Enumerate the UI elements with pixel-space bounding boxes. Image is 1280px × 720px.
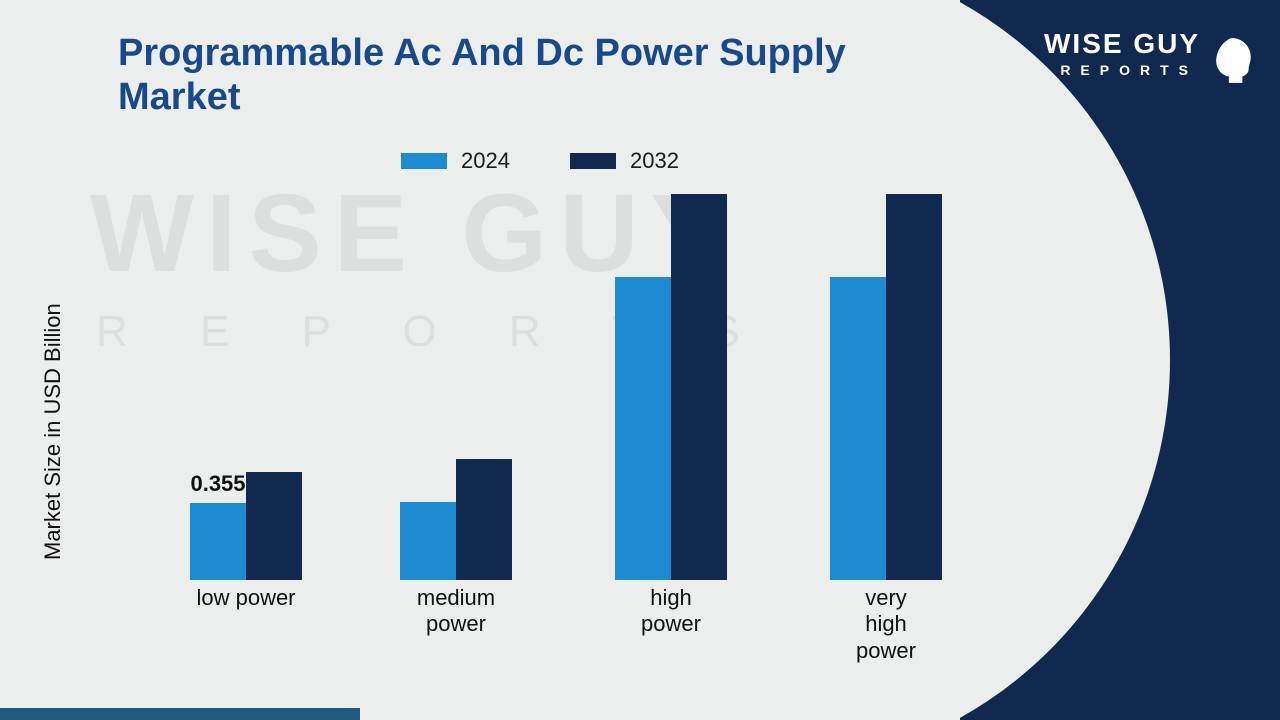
footer-accent-bar (0, 708, 360, 720)
x-axis-labels: low power mediumpower highpower veryhighpow… (140, 585, 1040, 685)
legend-swatch-2032 (570, 153, 616, 169)
legend-label-2032: 2032 (630, 148, 679, 174)
legend: 2024 2032 (0, 148, 1080, 174)
bar-group (830, 194, 970, 580)
bar-value-label: 0.355 (190, 471, 245, 497)
bar (671, 194, 727, 580)
x-axis-label: mediumpower (376, 585, 536, 638)
brand-line1: WISE GUY (1044, 28, 1200, 60)
bar (615, 277, 671, 580)
legend-swatch-2024 (401, 153, 447, 169)
bar (246, 472, 302, 580)
legend-label-2024: 2024 (461, 148, 510, 174)
brand-block: WISE GUY REPORTS (1044, 28, 1258, 78)
bar-group (400, 459, 540, 580)
bar (190, 503, 246, 580)
page-root: WISE GUY REPORTS WISE GUY R E P O R T S … (0, 0, 1280, 720)
bar (886, 194, 942, 580)
chart-area: 0.355 (140, 190, 1040, 580)
x-axis-label: highpower (591, 585, 751, 638)
chart-title: Programmable Ac And Dc Power Supply Mark… (118, 32, 858, 119)
brand-head-icon (1206, 34, 1258, 86)
x-axis-label: low power (166, 585, 326, 611)
legend-item-2032: 2032 (570, 148, 679, 174)
brand-line2: REPORTS (1044, 62, 1200, 78)
bar (400, 502, 456, 580)
bar-group (615, 194, 755, 580)
bar (830, 277, 886, 580)
y-axis-label: Market Size in USD Billion (40, 303, 66, 560)
legend-item-2024: 2024 (401, 148, 510, 174)
x-axis-label: veryhighpower (806, 585, 966, 664)
bar (456, 459, 512, 580)
